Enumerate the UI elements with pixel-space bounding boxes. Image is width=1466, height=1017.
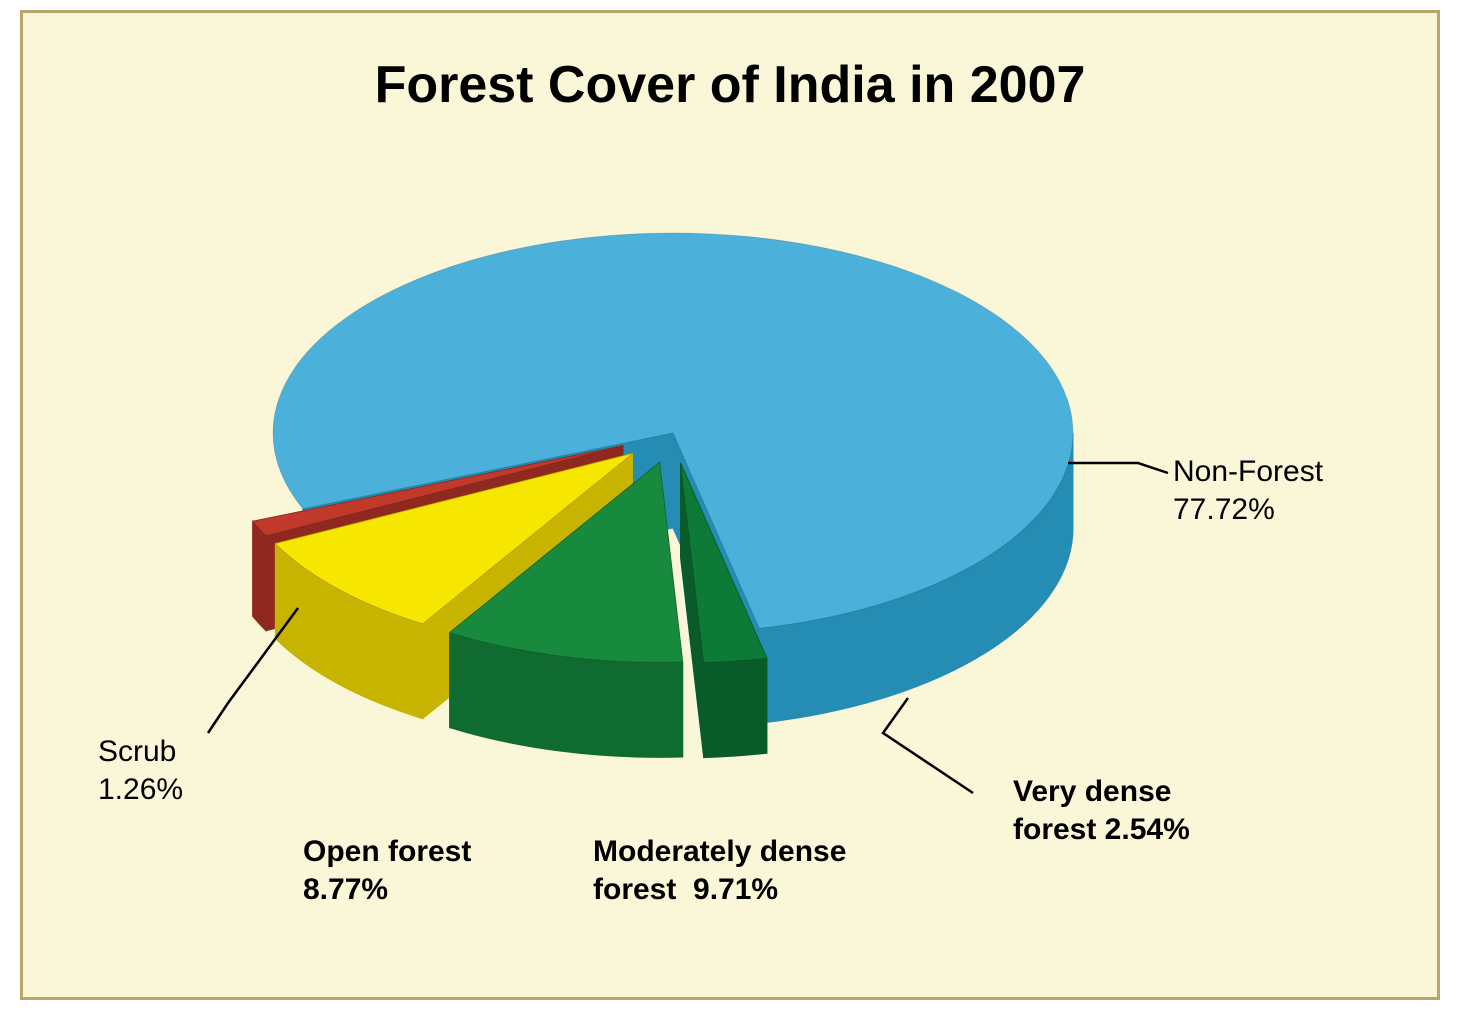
label-scrub: Scrub 1.26% xyxy=(98,733,183,808)
leader-non_forest xyxy=(1068,463,1168,473)
label-very_dense: Very dense forest 2.54% xyxy=(1013,773,1190,848)
label-non_forest: Non-Forest 77.72% xyxy=(1173,453,1323,528)
leader-very_dense xyxy=(883,698,973,793)
chart-frame: Forest Cover of India in 2007 Non-Forest… xyxy=(20,10,1440,1000)
label-moderately_dense: Moderately dense forest 9.71% xyxy=(593,833,846,908)
label-open_forest: Open forest 8.77% xyxy=(303,833,471,908)
leader-scrub xyxy=(208,608,298,733)
